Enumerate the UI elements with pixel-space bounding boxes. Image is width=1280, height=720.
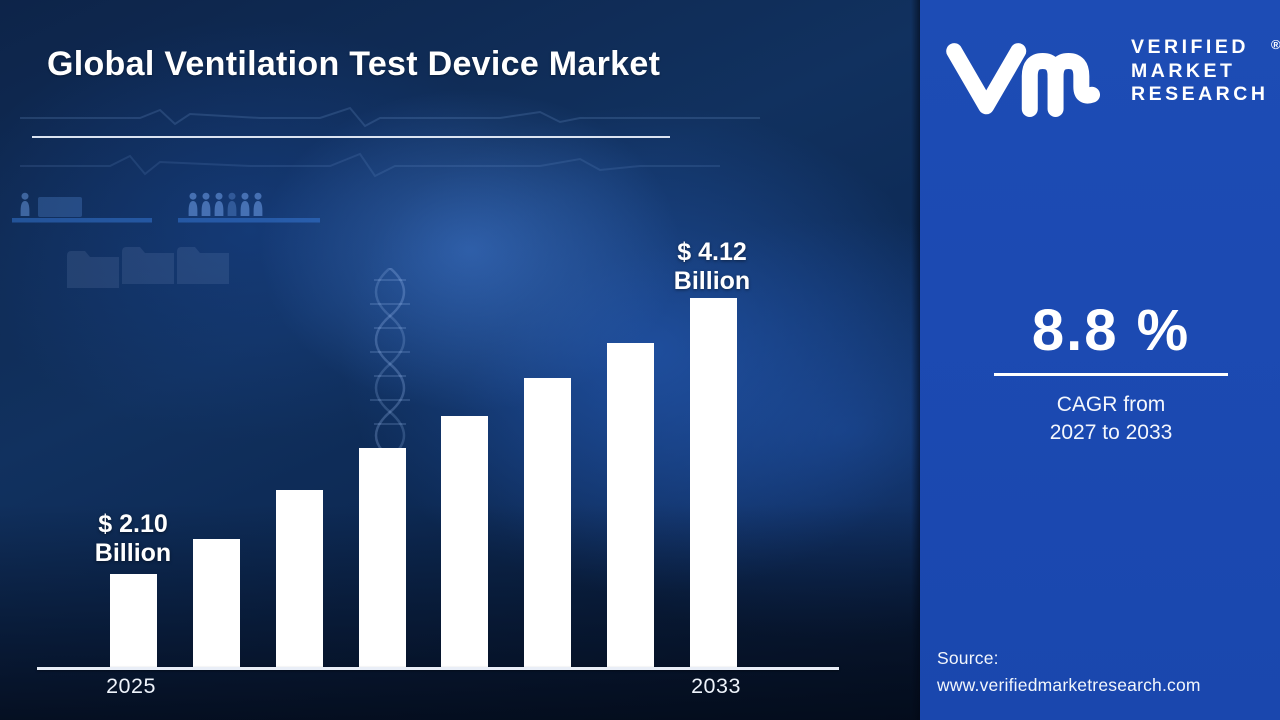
panel-shadow [911, 0, 920, 720]
bar-6 [524, 378, 572, 667]
brand-logo: VERIFIED MARKET RESEARCH ® [940, 28, 1280, 118]
title-underline [32, 136, 670, 138]
first-bar-value-label: $ 2.10 Billion [94, 510, 172, 567]
bar-4 [358, 448, 406, 667]
dashboard-artwork [12, 192, 320, 288]
vmr-monogram-icon [946, 43, 1100, 117]
bar-8 [690, 298, 738, 667]
progress-bar [178, 218, 320, 223]
brand-panel: VERIFIED MARKET RESEARCH ® 8.8 % CAGR fr… [911, 0, 1280, 720]
cagr-value: 8.8 % [1031, 298, 1191, 363]
source-label: Source: [937, 648, 999, 668]
cagr-divider [994, 373, 1228, 376]
folder-icon [67, 247, 229, 288]
people-row-icon [188, 192, 263, 216]
x-tick-2033: 2033 [691, 674, 741, 698]
cagr-caption: CAGR from 2027 to 2033 [1049, 392, 1173, 445]
progress-bar [12, 218, 152, 223]
person-icon [20, 192, 30, 216]
chart-section: Global Ventilation Test Device Market $ … [0, 0, 920, 720]
x-tick-2025: 2025 [106, 674, 156, 698]
source-block: Source: www.verifiedmarketresearch.com [937, 645, 1201, 699]
page-title: Global Ventilation Test Device Market [47, 45, 661, 83]
bar-7 [607, 343, 655, 667]
brand-name: VERIFIED MARKET RESEARCH [1131, 36, 1269, 105]
source-url: www.verifiedmarketresearch.com [937, 675, 1201, 695]
dna-icon [370, 268, 410, 458]
last-bar-value-label: $ 4.12 Billion [673, 238, 751, 295]
x-axis-line [37, 667, 839, 670]
bar-2 [192, 539, 240, 667]
cagr-block: 8.8 % CAGR from 2027 to 2033 [920, 302, 1280, 448]
bar-3 [275, 490, 323, 667]
ecg-line-icon [20, 106, 760, 178]
percent-badge [38, 197, 82, 217]
bar-5 [441, 416, 489, 667]
registered-trademark-icon: ® [1271, 37, 1280, 52]
bar-1 [110, 574, 157, 667]
